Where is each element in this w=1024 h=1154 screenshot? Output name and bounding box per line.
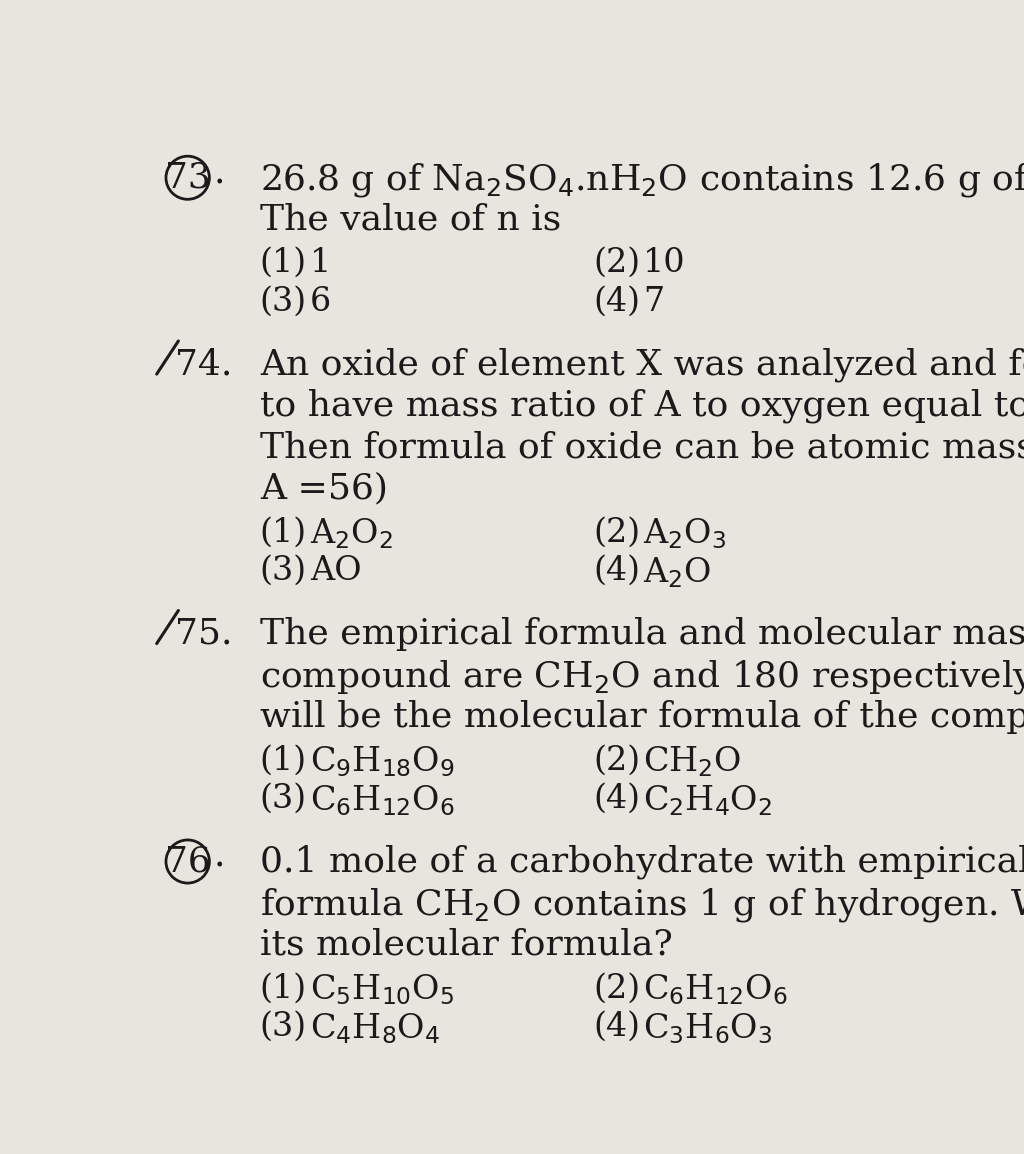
Text: .: . (213, 840, 224, 874)
Text: (1): (1) (260, 973, 307, 1004)
Text: (4): (4) (593, 1011, 640, 1043)
Text: A =56): A =56) (260, 472, 388, 505)
Text: its molecular formula?: its molecular formula? (260, 928, 673, 961)
Text: compound are CH$_2$O and 180 respectively. What: compound are CH$_2$O and 180 respectivel… (260, 658, 1024, 696)
Text: (4): (4) (593, 555, 640, 587)
Text: C$_6$H$_{12}$O$_6$: C$_6$H$_{12}$O$_6$ (310, 782, 455, 818)
Text: 10: 10 (643, 247, 686, 279)
Text: A$_2$O$_3$: A$_2$O$_3$ (643, 517, 726, 552)
Text: 74.: 74. (174, 347, 231, 381)
Text: (2): (2) (593, 973, 640, 1004)
Text: C$_4$H$_8$O$_4$: C$_4$H$_8$O$_4$ (310, 1011, 440, 1046)
Text: (2): (2) (593, 247, 640, 279)
Text: Then formula of oxide can be atomic mass of: Then formula of oxide can be atomic mass… (260, 430, 1024, 464)
Text: (3): (3) (260, 1011, 307, 1043)
Text: C$_2$H$_4$O$_2$: C$_2$H$_4$O$_2$ (643, 782, 773, 818)
Text: A$_2$O: A$_2$O (643, 555, 712, 590)
Text: C$_5$H$_{10}$O$_5$: C$_5$H$_{10}$O$_5$ (310, 973, 455, 1007)
Text: 26.8 g of Na$_2$SO$_4$.nH$_2$O contains 12.6 g of water.: 26.8 g of Na$_2$SO$_4$.nH$_2$O contains … (260, 160, 1024, 198)
Text: 7: 7 (643, 285, 665, 317)
Text: C$_6$H$_{12}$O$_6$: C$_6$H$_{12}$O$_6$ (643, 973, 788, 1007)
Text: (1): (1) (260, 744, 307, 777)
Text: formula CH$_2$O contains 1 g of hydrogen. What is: formula CH$_2$O contains 1 g of hydrogen… (260, 886, 1024, 924)
Text: .: . (213, 156, 224, 190)
Text: CH$_2$O: CH$_2$O (643, 744, 741, 779)
Text: The empirical formula and molecular mass of a: The empirical formula and molecular mass… (260, 616, 1024, 651)
Text: The value of n is: The value of n is (260, 202, 561, 237)
Text: (3): (3) (260, 285, 307, 317)
Text: (1): (1) (260, 517, 307, 548)
Text: 75.: 75. (174, 616, 232, 651)
Text: (1): (1) (260, 247, 307, 279)
Text: 0.1 mole of a carbohydrate with empirical: 0.1 mole of a carbohydrate with empirica… (260, 845, 1024, 879)
Text: 1: 1 (310, 247, 332, 279)
Text: to have mass ratio of A to oxygen equal to 7:3.: to have mass ratio of A to oxygen equal … (260, 389, 1024, 424)
Text: 73: 73 (165, 160, 211, 195)
Text: (2): (2) (593, 517, 640, 548)
Text: will be the molecular formula of the compound?: will be the molecular formula of the com… (260, 699, 1024, 734)
Text: 76: 76 (165, 845, 211, 878)
Text: C$_9$H$_{18}$O$_9$: C$_9$H$_{18}$O$_9$ (310, 744, 455, 779)
Text: (2): (2) (593, 744, 640, 777)
Text: (3): (3) (260, 782, 307, 815)
Text: 6: 6 (310, 285, 332, 317)
Text: (4): (4) (593, 285, 640, 317)
Text: An oxide of element X was analyzed and found: An oxide of element X was analyzed and f… (260, 347, 1024, 382)
Text: AO: AO (310, 555, 361, 587)
Text: (3): (3) (260, 555, 307, 587)
Text: C$_3$H$_6$O$_3$: C$_3$H$_6$O$_3$ (643, 1011, 773, 1046)
Text: (4): (4) (593, 782, 640, 815)
Text: A$_2$O$_2$: A$_2$O$_2$ (310, 517, 393, 552)
